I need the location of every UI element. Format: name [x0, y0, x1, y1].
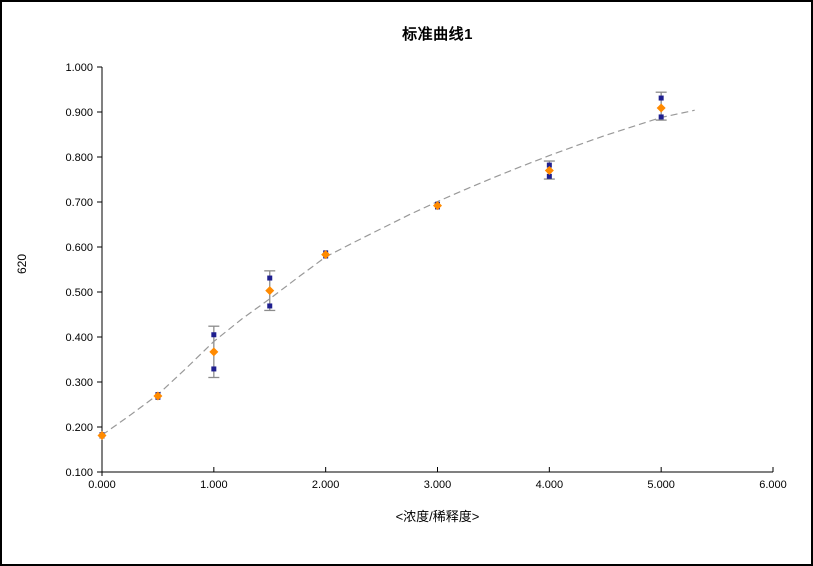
- data-point-replicate: [211, 332, 217, 338]
- data-point-mean: [97, 431, 107, 441]
- y-tick-label: 0.900: [65, 107, 93, 119]
- y-tick-label: 0.500: [65, 287, 93, 299]
- data-point-replicate: [658, 95, 664, 101]
- data-point-replicate: [267, 303, 273, 309]
- x-tick-label: 4.000: [536, 479, 564, 491]
- y-tick-label: 0.700: [65, 197, 93, 209]
- fit-curve: [101, 109, 695, 436]
- data-point-mean: [153, 391, 163, 401]
- x-tick-label: 2.000: [312, 479, 340, 491]
- data-point-mean: [544, 166, 554, 175]
- y-tick-label: 0.300: [65, 377, 93, 389]
- data-point-mean: [433, 201, 442, 211]
- y-tick-label: 0.600: [65, 242, 93, 254]
- data-point-mean: [656, 103, 666, 113]
- y-axis-label: 620: [15, 253, 29, 275]
- y-tick-label: 0.200: [65, 422, 93, 434]
- x-tick-label: 6.000: [759, 479, 787, 491]
- data-point-replicate: [658, 114, 664, 120]
- data-point-replicate: [546, 162, 552, 168]
- y-tick-label: 1.000: [65, 62, 93, 74]
- x-tick-label: 3.000: [424, 479, 452, 491]
- x-tick-label: 1.000: [200, 479, 228, 491]
- x-tick-label: 5.000: [647, 479, 675, 491]
- x-axis-label: <浓度/稀释度>: [395, 509, 480, 524]
- chart-title: 标准曲线1: [402, 26, 473, 43]
- data-point-replicate: [267, 275, 273, 281]
- y-tick-label: 0.100: [65, 467, 93, 479]
- data-point-replicate: [546, 173, 552, 179]
- data-point-mean: [265, 286, 275, 296]
- data-point-replicate: [211, 366, 217, 372]
- data-point-mean: [209, 347, 219, 357]
- y-tick-label: 0.800: [65, 152, 93, 164]
- y-tick-label: 0.400: [65, 332, 93, 344]
- data-point-mean: [321, 250, 331, 260]
- x-tick-label: 0.000: [88, 479, 116, 491]
